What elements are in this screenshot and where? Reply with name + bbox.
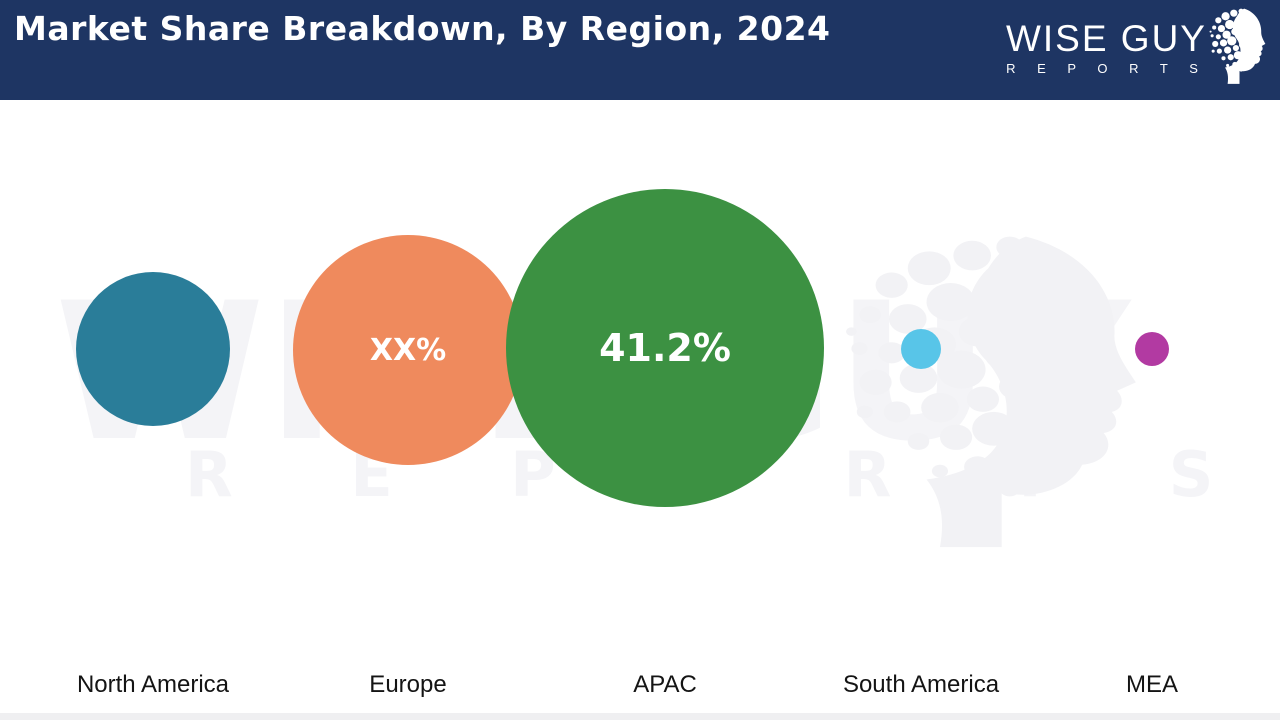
watermark-head-icon [838, 226, 1160, 564]
bubble-mea [1135, 332, 1169, 366]
bubble-south-america [901, 329, 941, 369]
bubble-europe: XX% [293, 235, 523, 465]
region-label-mea: MEA [1125, 671, 1179, 698]
region-label-apac: APAC [633, 671, 697, 698]
logo-wordmark: WISE GUY [1005, 18, 1207, 59]
region-label-south-america: South America [842, 671, 1000, 698]
wise-guy-reports-logo: WISE GUY R E P O R T S [1006, 6, 1270, 88]
page-title: Market Share Breakdown, By Region, 2024 [14, 9, 831, 48]
logo-head-icon [1208, 6, 1270, 88]
header-bar: Market Share Breakdown, By Region, 2024 … [0, 0, 1280, 100]
region-label-north-america: North America [76, 671, 230, 698]
bubble-north-america [76, 272, 230, 426]
region-label-europe: Europe [369, 671, 447, 698]
bubble-value-europe: XX% [369, 332, 447, 368]
logo-subtext: R E P O R T S [1006, 61, 1207, 76]
bottom-divider [0, 713, 1280, 720]
logo-text: WISE GUY R E P O R T S [1006, 20, 1207, 76]
bubble-apac: 41.2% [506, 189, 824, 507]
bubble-value-apac: 41.2% [599, 326, 731, 370]
